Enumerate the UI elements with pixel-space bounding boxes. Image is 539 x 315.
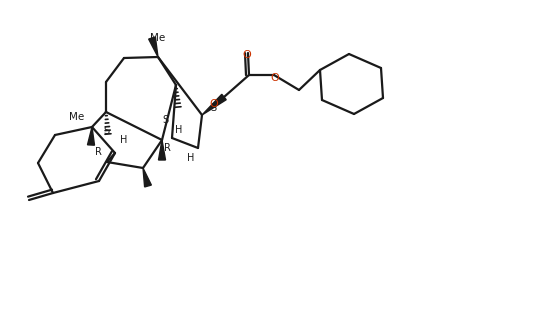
Text: O: O [243,50,251,60]
Text: S: S [210,103,216,113]
Polygon shape [143,168,151,187]
Polygon shape [87,127,94,145]
Text: R: R [95,147,102,157]
Text: O: O [270,73,279,83]
Polygon shape [149,37,158,57]
Text: O: O [209,99,218,109]
Text: H: H [120,135,127,145]
Text: H: H [175,125,182,135]
Text: Me: Me [69,112,84,122]
Text: H: H [187,153,195,163]
Text: Me: Me [150,33,165,43]
Text: S: S [103,126,109,136]
Polygon shape [202,94,226,115]
Text: R: R [164,143,171,153]
Polygon shape [158,140,165,160]
Text: S: S [162,115,168,125]
